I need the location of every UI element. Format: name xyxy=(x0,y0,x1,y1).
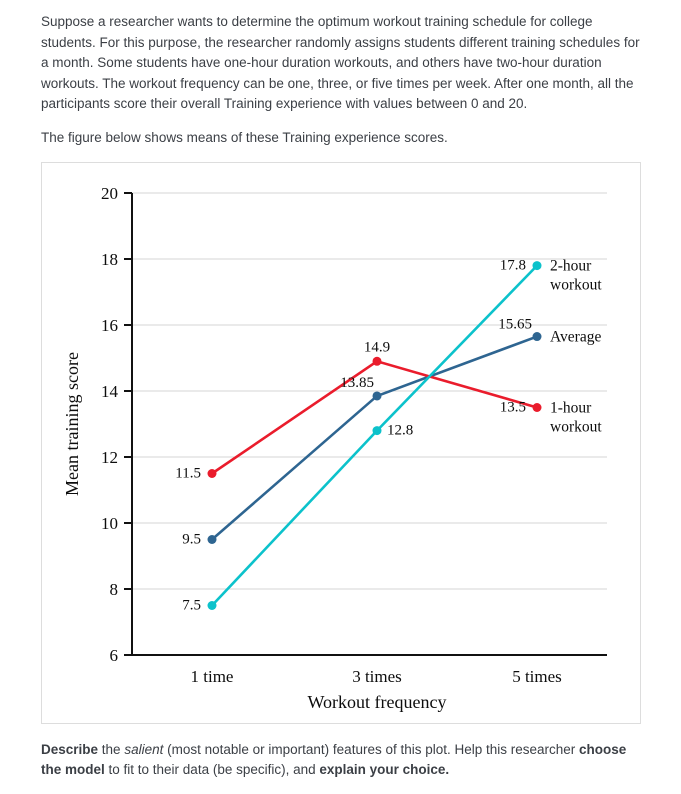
intro-paragraph: Suppose a researcher wants to determine … xyxy=(41,14,640,112)
point-label: 7.5 xyxy=(182,598,201,614)
y-tick-label: 14 xyxy=(101,382,119,401)
data-point xyxy=(532,332,542,342)
data-point xyxy=(372,426,382,436)
series-label: Average xyxy=(550,329,601,346)
point-label: 17.8 xyxy=(500,258,526,274)
point-label: 13.85 xyxy=(340,375,374,391)
series-label: 2-hour xyxy=(550,258,592,275)
y-tick-label: 18 xyxy=(101,250,118,269)
x-tick-label: 3 times xyxy=(352,667,402,686)
y-tick-label: 10 xyxy=(101,514,118,533)
data-point xyxy=(372,391,382,401)
point-label: 12.8 xyxy=(387,423,413,439)
instruction-segment: the xyxy=(98,742,125,758)
y-tick-label: 6 xyxy=(110,646,119,665)
data-point xyxy=(207,469,217,479)
point-label: 13.5 xyxy=(500,400,526,416)
y-tick-label: 12 xyxy=(101,448,118,467)
y-tick-label: 8 xyxy=(110,580,119,599)
instruction-segment: choose the model xyxy=(41,742,627,778)
x-axis-title: Workout frequency xyxy=(308,692,447,712)
y-tick-label: 16 xyxy=(101,316,118,335)
y-axis-title: Mean training score xyxy=(62,352,82,496)
x-tick-label: 5 times xyxy=(512,667,562,686)
data-point xyxy=(532,403,542,413)
instruction-segment: to fit to their data (be specific), and xyxy=(104,762,320,778)
data-point xyxy=(207,601,217,611)
task-instructions: Describe the salient (most notable or im… xyxy=(41,740,641,781)
series-line xyxy=(211,335,538,541)
series-label: 1-hour xyxy=(550,400,592,417)
series-line xyxy=(211,264,538,607)
figure-caption-paragraph: The figure below shows means of these Tr… xyxy=(41,129,448,145)
y-tick-label: 20 xyxy=(101,184,118,203)
training-score-figure: 6 8 10 12 14 16 18 20 1 time 3 times 5 times Mean t… xyxy=(41,162,641,725)
instruction-segment: (most notable or important) features of … xyxy=(163,742,580,758)
series-label: workout xyxy=(550,277,602,294)
instruction-segment: explain your choice. xyxy=(319,762,450,778)
point-label: 14.9 xyxy=(364,339,390,355)
data-point xyxy=(207,535,217,545)
data-point xyxy=(372,356,382,366)
series-label: workout xyxy=(550,419,602,436)
data-point xyxy=(532,261,542,271)
chart-svg: 6 8 10 12 14 16 18 20 1 time 3 times 5 times Mean t… xyxy=(62,184,607,712)
point-label: 9.5 xyxy=(182,532,201,548)
point-label: 11.5 xyxy=(175,466,201,482)
x-tick-label: 1 time xyxy=(191,667,234,686)
instruction-segment: Describe xyxy=(41,742,99,758)
instruction-segment: salient xyxy=(124,742,164,758)
point-label: 15.65 xyxy=(498,317,532,333)
